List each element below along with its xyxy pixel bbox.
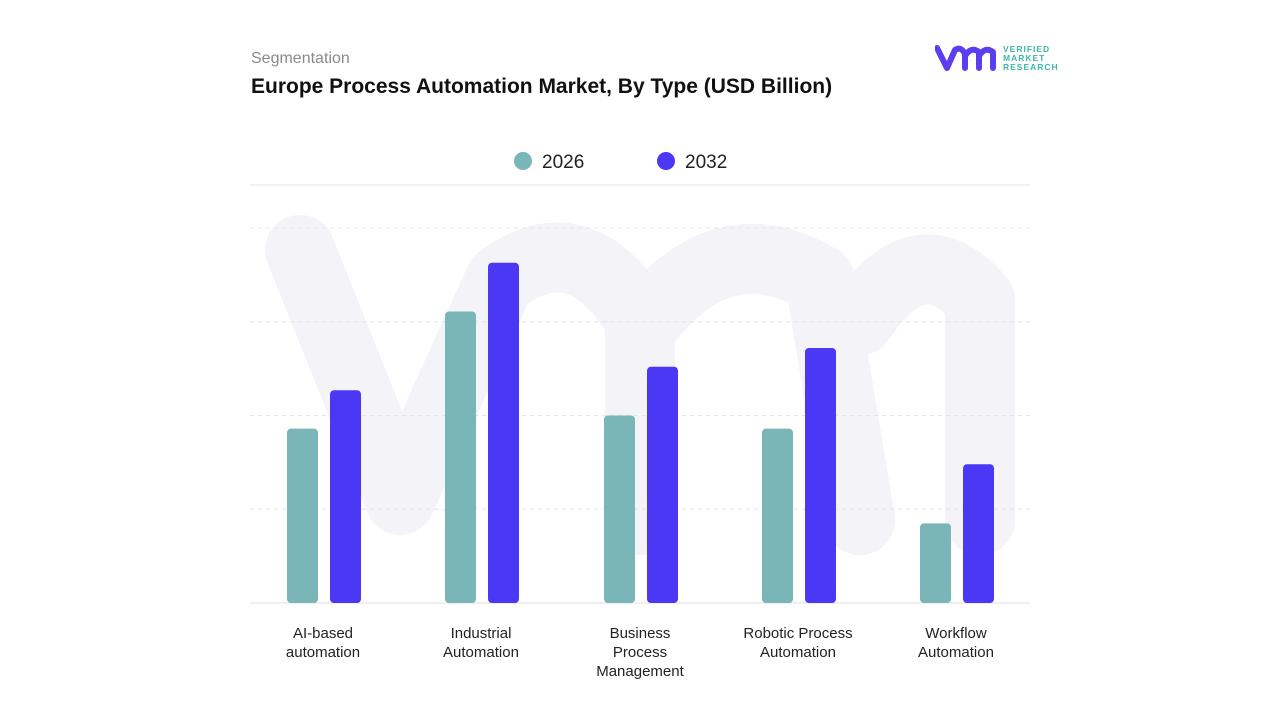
x-tick-label: Business <box>610 625 671 642</box>
vmr-logo: VERIFIED MARKET RESEARCH <box>935 44 1059 72</box>
x-tick-label: Robotic Process <box>743 625 852 642</box>
vmr-logo-icon <box>935 45 996 71</box>
x-tick-label: Workflow <box>925 625 987 642</box>
legend-label-2032: 2032 <box>685 152 727 173</box>
x-tick-label: Industrial <box>451 625 512 642</box>
bar-2032-1 <box>488 262 519 603</box>
chart-title: Europe Process Automation Market, By Typ… <box>251 75 833 98</box>
legend-marker-2026 <box>514 152 532 170</box>
x-tick-label: Automation <box>760 644 836 661</box>
logo-text-2: MARKET <box>1003 52 1046 63</box>
bar-2032-3 <box>805 348 836 603</box>
bar-2026-3 <box>762 428 793 603</box>
x-tick-label: automation <box>286 644 360 661</box>
bar-2032-4 <box>963 464 994 603</box>
logo-text-3: RESEARCH <box>1003 61 1059 72</box>
x-tick-label: Management <box>596 663 684 680</box>
x-tick-label: AI-based <box>293 625 353 642</box>
watermark <box>265 215 1015 555</box>
x-tick-label: Automation <box>443 644 519 661</box>
x-tick-label: Process <box>613 644 667 661</box>
logo-text-1: VERIFIED <box>1003 43 1051 54</box>
x-tick-label: Automation <box>918 644 994 661</box>
bar-2026-0 <box>287 428 318 603</box>
bar-2026-1 <box>445 311 476 603</box>
bar-2026-4 <box>920 523 951 603</box>
bar-2032-2 <box>647 366 678 603</box>
legend-label-2026: 2026 <box>542 152 584 173</box>
bar-2026-2 <box>604 415 635 603</box>
segment-label: Segmentation <box>251 50 350 67</box>
bar-2032-0 <box>330 390 361 603</box>
legend-marker-2032 <box>657 152 675 170</box>
